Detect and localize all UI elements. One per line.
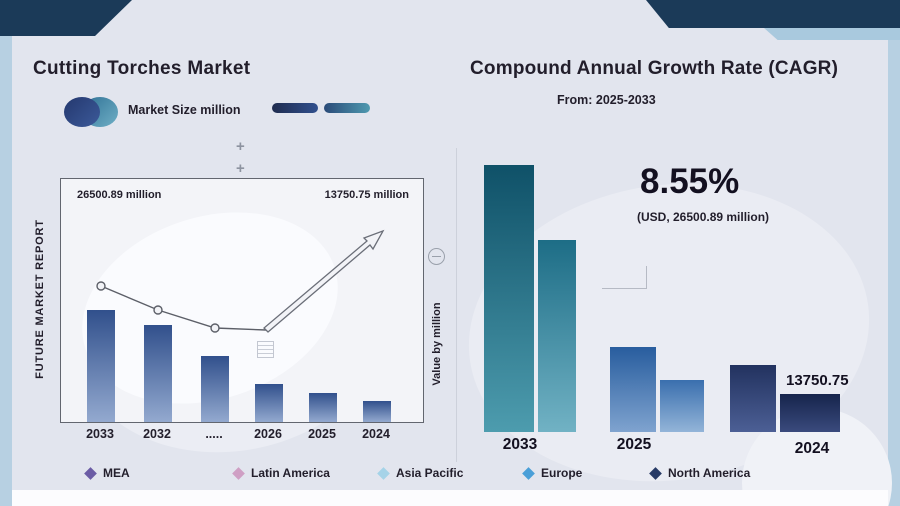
left-edge-strip — [0, 0, 12, 506]
panel-divider — [456, 148, 457, 462]
value-callout-2024: 13750.75 — [786, 372, 849, 389]
max-value-label: 26500.89 million — [77, 189, 162, 201]
market-size-cylinder-icon — [64, 96, 120, 128]
cagr-title: Compound Annual Growth Rate (CAGR) — [470, 58, 839, 79]
cagr-axis-2033: 2033 — [502, 436, 538, 453]
right-edge-strip — [888, 0, 900, 506]
value-axis-label: Value by million — [431, 302, 443, 386]
cagr-bar-2025-secondary — [660, 380, 704, 432]
legend-item-asia-pacific: Asia Pacific — [377, 466, 464, 480]
bar-2024 — [363, 401, 391, 422]
grid-icon — [257, 341, 274, 358]
legend-label: Latin America — [251, 466, 330, 480]
teal-pill-decor — [324, 103, 370, 113]
legend-item-latin-america: Latin America — [232, 466, 330, 480]
bar-mid — [201, 356, 229, 422]
mea-diamond-icon — [84, 466, 97, 480]
axis-label-2033: 2033 — [86, 427, 114, 441]
axis-label-2026: 2026 — [254, 427, 282, 441]
plus-decor: + — [236, 138, 245, 155]
cagr-axis-2025: 2025 — [616, 436, 652, 453]
axis-label-2024: 2024 — [362, 427, 390, 441]
legend-item-north-america: North America — [649, 466, 751, 480]
legend-label: Europe — [541, 466, 583, 480]
marker-dot — [210, 323, 220, 333]
market-size-chart: 26500.89 million 13750.75 million — [60, 178, 424, 423]
legend-label: MEA — [103, 466, 130, 480]
cagr-period: From: 2025-2033 — [557, 93, 656, 107]
plus-decor: + — [236, 160, 245, 177]
axis-label-2025: 2025 — [308, 427, 336, 441]
asia-pacific-diamond-icon — [377, 466, 390, 480]
cagr-bar-2033-secondary — [538, 240, 576, 432]
cagr-bar-2024-secondary — [780, 394, 840, 432]
cylinder-front-shape — [64, 97, 100, 127]
legend-item-europe: Europe — [522, 466, 583, 480]
bar-2032 — [144, 325, 172, 422]
future-market-report-label: FUTURE MARKET REPORT — [34, 219, 46, 379]
cagr-bar-2024-primary — [730, 365, 776, 432]
growth-arrow-icon — [263, 229, 385, 333]
bar-2026 — [255, 384, 283, 422]
latin-america-diamond-icon — [232, 466, 245, 480]
navy-pill-decor — [272, 103, 318, 113]
top-right-blue-band — [764, 28, 900, 40]
legend-label: North America — [668, 466, 751, 480]
axis-label-mid: ..... — [205, 427, 223, 441]
step-decor-line — [602, 266, 647, 289]
europe-diamond-icon — [522, 466, 535, 480]
top-right-navy-band — [646, 0, 900, 28]
cagr-bar-2033-primary — [484, 165, 534, 432]
marker-dot — [153, 305, 163, 315]
axis-label-2032: 2032 — [143, 427, 171, 441]
minus-circle-icon — [428, 248, 445, 265]
cagr-bar-2025-primary — [610, 347, 656, 432]
top-left-navy-band — [0, 0, 132, 36]
bottom-white-strip — [12, 490, 888, 506]
cagr-axis-2024: 2024 — [794, 440, 830, 457]
trend-overlay — [96, 229, 385, 333]
bar-2025 — [309, 393, 337, 422]
trend-line — [100, 285, 267, 331]
marker-dot — [96, 281, 106, 291]
cagr-value: 8.55% — [640, 162, 740, 201]
bar-2033 — [87, 310, 115, 422]
market-title: Cutting Torches Market — [33, 58, 251, 79]
legend-item-mea: MEA — [84, 466, 130, 480]
north-america-diamond-icon — [649, 466, 662, 480]
min-value-label: 13750.75 million — [324, 189, 409, 201]
legend-label: Asia Pacific — [396, 466, 464, 480]
cagr-note: (USD, 26500.89 million) — [637, 210, 770, 224]
market-size-legend-label: Market Size million — [128, 103, 241, 117]
